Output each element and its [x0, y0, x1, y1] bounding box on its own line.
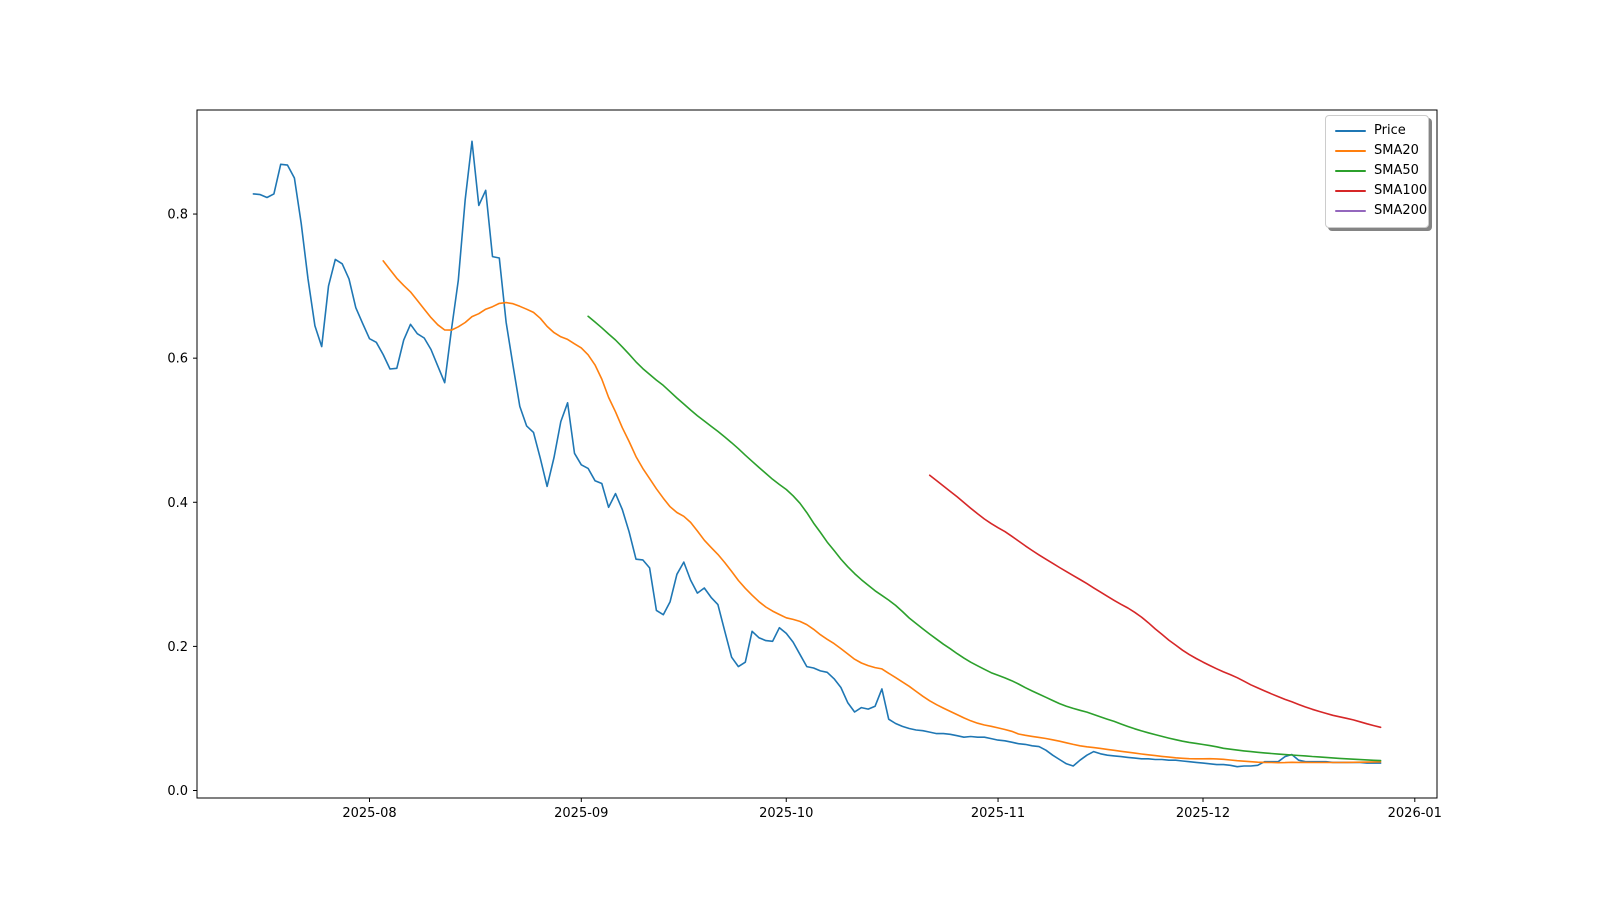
x-tick-label: 2025-10: [759, 806, 813, 821]
sma20-line: [382, 260, 1382, 764]
x-tick-label: 2025-08: [342, 806, 396, 821]
price-line-sample-icon: [1335, 130, 1366, 132]
y-tick-label: 0.0: [167, 784, 188, 799]
x-tick-label: 2025-12: [1176, 806, 1230, 821]
x-tick-label: 2026-01: [1388, 806, 1442, 821]
sma100-line: [928, 474, 1382, 729]
legend-entry-sma20: SMA20: [1326, 141, 1428, 161]
sma50-line: [587, 315, 1382, 762]
legend-label: SMA50: [1374, 163, 1419, 178]
legend-label: SMA20: [1374, 143, 1419, 158]
legend-label: SMA200: [1374, 203, 1428, 218]
sma100-line-sample-icon: [1335, 190, 1366, 192]
y-tick-label: 0.8: [167, 208, 188, 223]
legend-entry-sma50: SMA50: [1326, 161, 1428, 181]
x-tick-label: 2025-09: [554, 806, 608, 821]
sma200-line-sample-icon: [1335, 210, 1366, 212]
price-line: [252, 140, 1382, 768]
legend-label: SMA100: [1374, 183, 1428, 198]
legend-entry-sma200: SMA200: [1326, 201, 1428, 221]
legend: Price SMA20 SMA50 SMA100 SMA200: [1325, 115, 1429, 228]
legend-label: Price: [1374, 123, 1406, 138]
x-tick-label: 2025-11: [971, 806, 1025, 821]
axes-frame: [196, 109, 1438, 799]
legend-entry-price: Price: [1326, 121, 1428, 141]
y-tick-label: 0.6: [167, 352, 188, 367]
sma50-line-sample-icon: [1335, 170, 1366, 172]
y-tick-label: 0.2: [167, 640, 188, 655]
sma20-line-sample-icon: [1335, 150, 1366, 152]
legend-entry-sma100: SMA100: [1326, 181, 1428, 201]
y-tick-label: 0.4: [167, 496, 188, 511]
